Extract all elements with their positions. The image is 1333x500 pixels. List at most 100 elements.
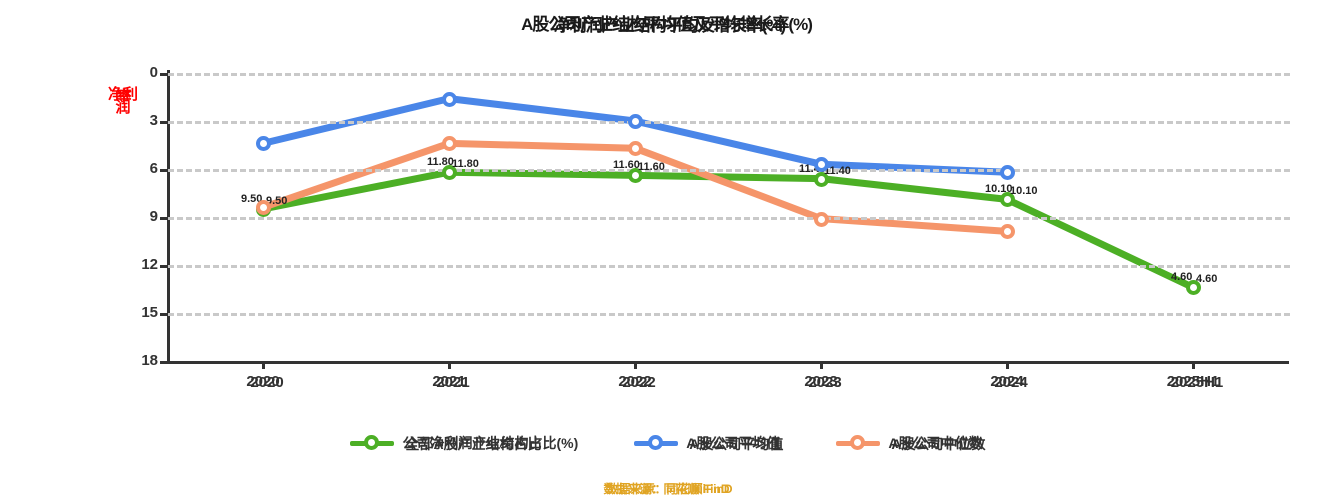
x-tick-label: 2025H1 2025H1	[1133, 373, 1253, 391]
data-point	[256, 136, 271, 152]
legend-label-overlay: 全部A股产业结构占比	[405, 436, 542, 452]
data-point	[256, 200, 271, 216]
gridline	[168, 169, 1290, 172]
legend-dot	[364, 435, 380, 450]
gridline	[168, 313, 1290, 316]
y-tick-label: 15	[141, 304, 158, 321]
y-tick-mark	[160, 313, 168, 316]
legend-dot	[850, 435, 866, 450]
data-label: 11.60	[613, 159, 640, 172]
data-label: 4.60	[1171, 271, 1193, 284]
data-point	[628, 141, 643, 157]
x-tick-label-text: 2023	[804, 373, 838, 390]
data-point	[814, 157, 829, 173]
y-tick-label: 0	[149, 64, 158, 81]
data-point	[1000, 165, 1015, 181]
y-tick-mark	[160, 217, 168, 220]
x-tick-label-overlay: 2025H1	[1170, 374, 1224, 391]
y-tick-mark	[160, 73, 168, 76]
y-tick-mark	[160, 169, 168, 172]
data-point	[628, 168, 643, 184]
data-label-overlay: 11.80	[452, 158, 479, 171]
legend-label-text: A股公司中位数	[888, 435, 983, 451]
x-tick-mark	[820, 361, 823, 369]
legend-label: A股公司中位数 A股公司中位数	[888, 433, 986, 453]
data-label-overlay: 11.40	[824, 164, 851, 177]
data-point	[1186, 280, 1201, 296]
x-tick-label-overlay: 2024	[994, 374, 1028, 391]
x-tick-label-overlay: 2023	[808, 374, 842, 391]
y-tick-label: 6	[149, 160, 158, 177]
legend-item-orange[interactable]: A股公司中位数 A股公司中位数	[836, 433, 986, 453]
x-tick-label-overlay: 2021	[436, 374, 470, 391]
data-label-overlay: 10.10	[1010, 185, 1038, 198]
x-tick-label-text: 2021	[432, 373, 466, 390]
legend-label-overlay: A股公司中位数	[891, 436, 986, 452]
data-point	[442, 91, 457, 107]
x-tick-mark	[262, 361, 265, 369]
x-tick-label: 2022 2022	[575, 373, 695, 391]
data-point	[1000, 224, 1015, 240]
data-point	[814, 211, 829, 227]
x-tick-mark	[448, 361, 451, 369]
data-label-overlay: 11.60	[638, 161, 665, 174]
source-note: 数据来源：同花顺iFinD 数据来源：同花顺iFinD	[0, 480, 1333, 497]
x-tick-label-overlay: 2022	[622, 374, 656, 391]
x-tick-mark	[1006, 361, 1009, 369]
legend-dot	[648, 435, 664, 450]
legend-label: A股公司平均值 A股公司平均值	[686, 433, 784, 453]
x-tick-mark	[1192, 361, 1195, 369]
gridline	[168, 121, 1290, 124]
data-point	[628, 114, 643, 129]
legend-label-text: A股公司平均值	[686, 435, 781, 451]
y-tick-label: 3	[149, 112, 158, 129]
data-point	[814, 171, 829, 187]
legend-marker-icon	[836, 435, 881, 451]
x-tick-label-text: 2025H1	[1166, 373, 1220, 390]
y-tick-label: 9	[149, 208, 158, 225]
chart-title: A股公司产业结构平均值及平均增长率(%) 净利润产业结构平均及增长率(%)	[0, 10, 1333, 35]
y-tick-label: 12	[141, 256, 158, 273]
legend-marker-icon	[634, 435, 679, 451]
y-axis-title-overlay: 率	[116, 88, 132, 105]
legend-item-green[interactable]: 公司净利润产业结构占比(%) 全部A股产业结构占比	[350, 433, 578, 453]
x-tick-label: 2021 2021	[389, 373, 509, 391]
gridline	[168, 73, 1290, 76]
legend-label-text: 公司净利润产业结构占比(%)	[402, 435, 579, 451]
x-tick-mark	[634, 361, 637, 369]
x-axis-line	[167, 361, 1289, 364]
x-tick-label: 2023 2023	[761, 373, 881, 391]
x-tick-label-text: 2020	[246, 373, 280, 390]
data-label-overlay: 4.60	[1196, 273, 1218, 286]
y-axis-title-text: 净利润	[108, 86, 139, 116]
chart-title-overlay: 净利润产业结构平均及增长率(%)	[553, 16, 786, 35]
y-tick-mark	[160, 121, 168, 124]
data-label-overlay: 9.50	[266, 195, 288, 207]
y-tick-label: 18	[141, 352, 158, 369]
source-text: 数据来源：同花顺iFinD	[603, 482, 730, 496]
x-tick-label-overlay: 2020	[250, 374, 284, 391]
y-tick-mark	[160, 361, 168, 364]
gridline	[168, 265, 1290, 268]
chart-title-main: A股公司产业结构平均值及平均增长率(%)	[521, 15, 813, 34]
source-text-overlay: 数据来源：同花顺iFinD	[606, 482, 733, 496]
x-tick-label-text: 2024	[990, 373, 1024, 390]
legend-item-blue[interactable]: A股公司平均值 A股公司平均值	[634, 433, 784, 453]
y-tick-mark	[160, 265, 168, 268]
legend-label-overlay: A股公司平均值	[689, 436, 784, 452]
series-line	[259, 168, 1197, 291]
gridline	[168, 217, 1290, 220]
chart-legend: 公司净利润产业结构占比(%) 全部A股产业结构占比 A股公司平均值 A股公司平均值 A股…	[0, 433, 1333, 453]
legend-label: 公司净利润产业结构占比(%) 全部A股产业结构占比	[402, 433, 578, 453]
data-point	[442, 165, 457, 181]
data-point	[442, 136, 457, 152]
data-label: 10.10	[985, 183, 1013, 196]
x-tick-label: 2020 2020	[203, 373, 323, 391]
legend-marker-icon	[350, 435, 395, 451]
x-tick-label-text: 2022	[618, 373, 652, 390]
x-tick-label: 2024 2024	[947, 373, 1067, 391]
data-label: 11.80	[427, 156, 454, 169]
y-axis-title: 净利润 率	[108, 86, 139, 116]
data-point	[1000, 192, 1015, 208]
